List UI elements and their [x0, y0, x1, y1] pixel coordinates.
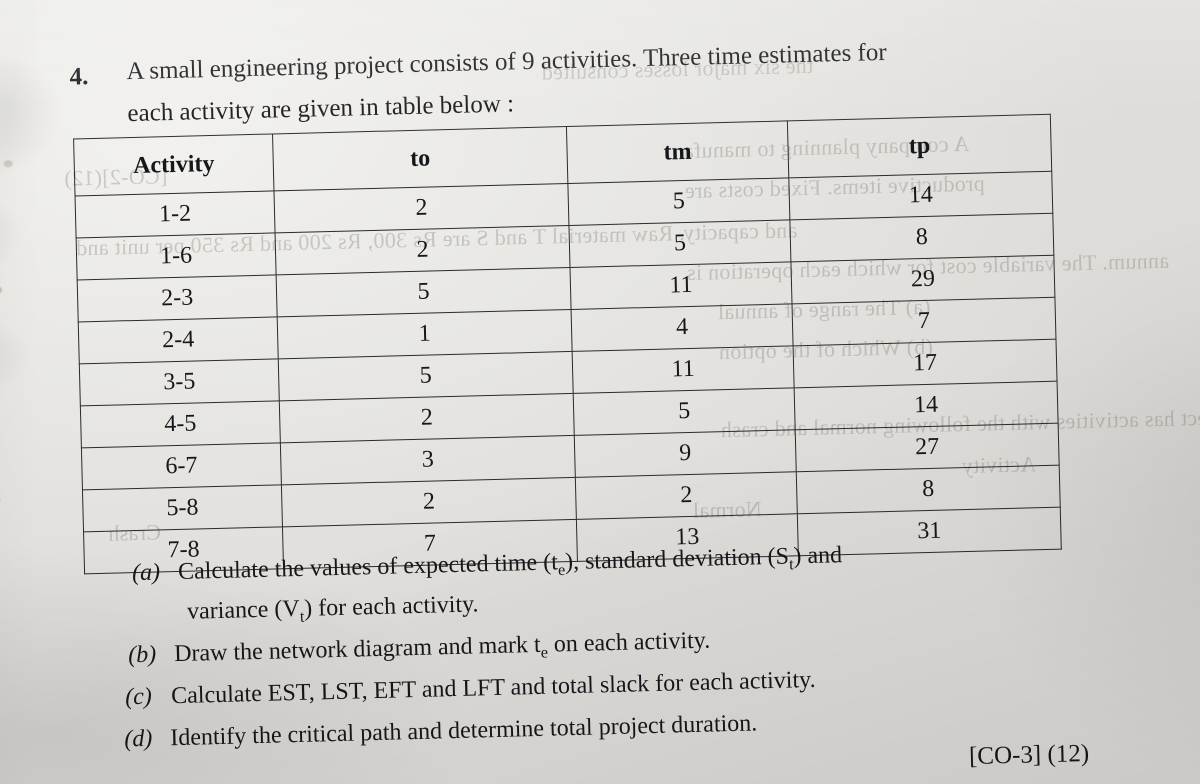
cell-tm: 9	[574, 429, 797, 478]
cell-tm: 5	[573, 387, 796, 436]
cell-to: 1	[277, 309, 573, 359]
cell-activity: 5-8	[82, 484, 283, 532]
cell-tm: 11	[572, 345, 795, 394]
marks-label: [CO-3] (12)	[968, 739, 1090, 771]
cell-to: 5	[278, 351, 574, 401]
cell-tp: 7	[791, 297, 1056, 346]
subquestion-b-text: Draw the network diagram and mark te on …	[173, 627, 711, 668]
subquestion-d: (d) Identify the critical path and determ…	[124, 710, 758, 753]
cell-tm: 5	[568, 219, 791, 268]
column-header-tm: tm	[566, 120, 789, 184]
cell-activity: 1-6	[76, 232, 277, 280]
question-line-2: each activity are given in table below :	[127, 90, 515, 128]
cell-tm: 5	[567, 177, 790, 226]
cell-tp: 14	[794, 381, 1059, 430]
cell-tp: 27	[795, 423, 1060, 472]
cell-activity: 3-5	[79, 358, 280, 406]
subquestion-c-label: (c)	[124, 683, 153, 711]
subquestion-a-cont: variance (Vt) for each activity.	[187, 591, 479, 629]
cell-tm: 2	[575, 471, 798, 520]
cell-activity: 2-4	[78, 316, 279, 364]
cell-tp: 17	[793, 339, 1058, 388]
subquestion-c-text: Calculate EST, LST, EFT and LFT and tota…	[170, 666, 816, 710]
cell-to: 2	[273, 183, 569, 233]
cell-activity: 6-7	[81, 442, 282, 490]
column-header-tp: tp	[787, 114, 1052, 178]
column-header-activity: Activity	[73, 133, 274, 196]
cell-to: 2	[275, 225, 571, 275]
cell-tp: 8	[796, 465, 1061, 514]
cell-to: 3	[280, 435, 576, 485]
time-estimates-table: Activity to tm tp 1-2 2 5 14 1-6 2 5 8 2-3 5 11 2…	[73, 114, 1062, 575]
subquestion-d-label: (d)	[123, 725, 153, 753]
cell-tm: 11	[570, 261, 792, 310]
cell-tp: 29	[790, 255, 1055, 304]
question-line-1: A small engineering project consists of …	[126, 38, 887, 86]
cell-to: 5	[276, 267, 572, 317]
cell-tp: 14	[788, 171, 1053, 220]
column-header-to: to	[272, 126, 568, 191]
subquestion-d-text: Identify the critical path and determine…	[169, 710, 758, 752]
subquestion-a-text-2: variance (Vt) for each activity.	[186, 591, 479, 626]
question-number: 4.	[69, 63, 89, 91]
subquestion-b: (b) Draw the network diagram and mark te …	[128, 628, 711, 674]
cell-activity: 2-3	[77, 274, 278, 322]
cell-to: 2	[281, 477, 577, 527]
subquestion-a-label: (a)	[131, 559, 161, 587]
cell-to: 2	[279, 393, 575, 443]
cell-tp: 8	[789, 213, 1054, 262]
subquestion-c: (c) Calculate EST, LST, EFT and LFT and t…	[125, 667, 816, 711]
cell-tm: 4	[571, 303, 794, 352]
cell-activity: 1-2	[75, 190, 276, 238]
subquestion-b-label: (b)	[127, 641, 157, 669]
cell-activity: 4-5	[80, 400, 281, 448]
